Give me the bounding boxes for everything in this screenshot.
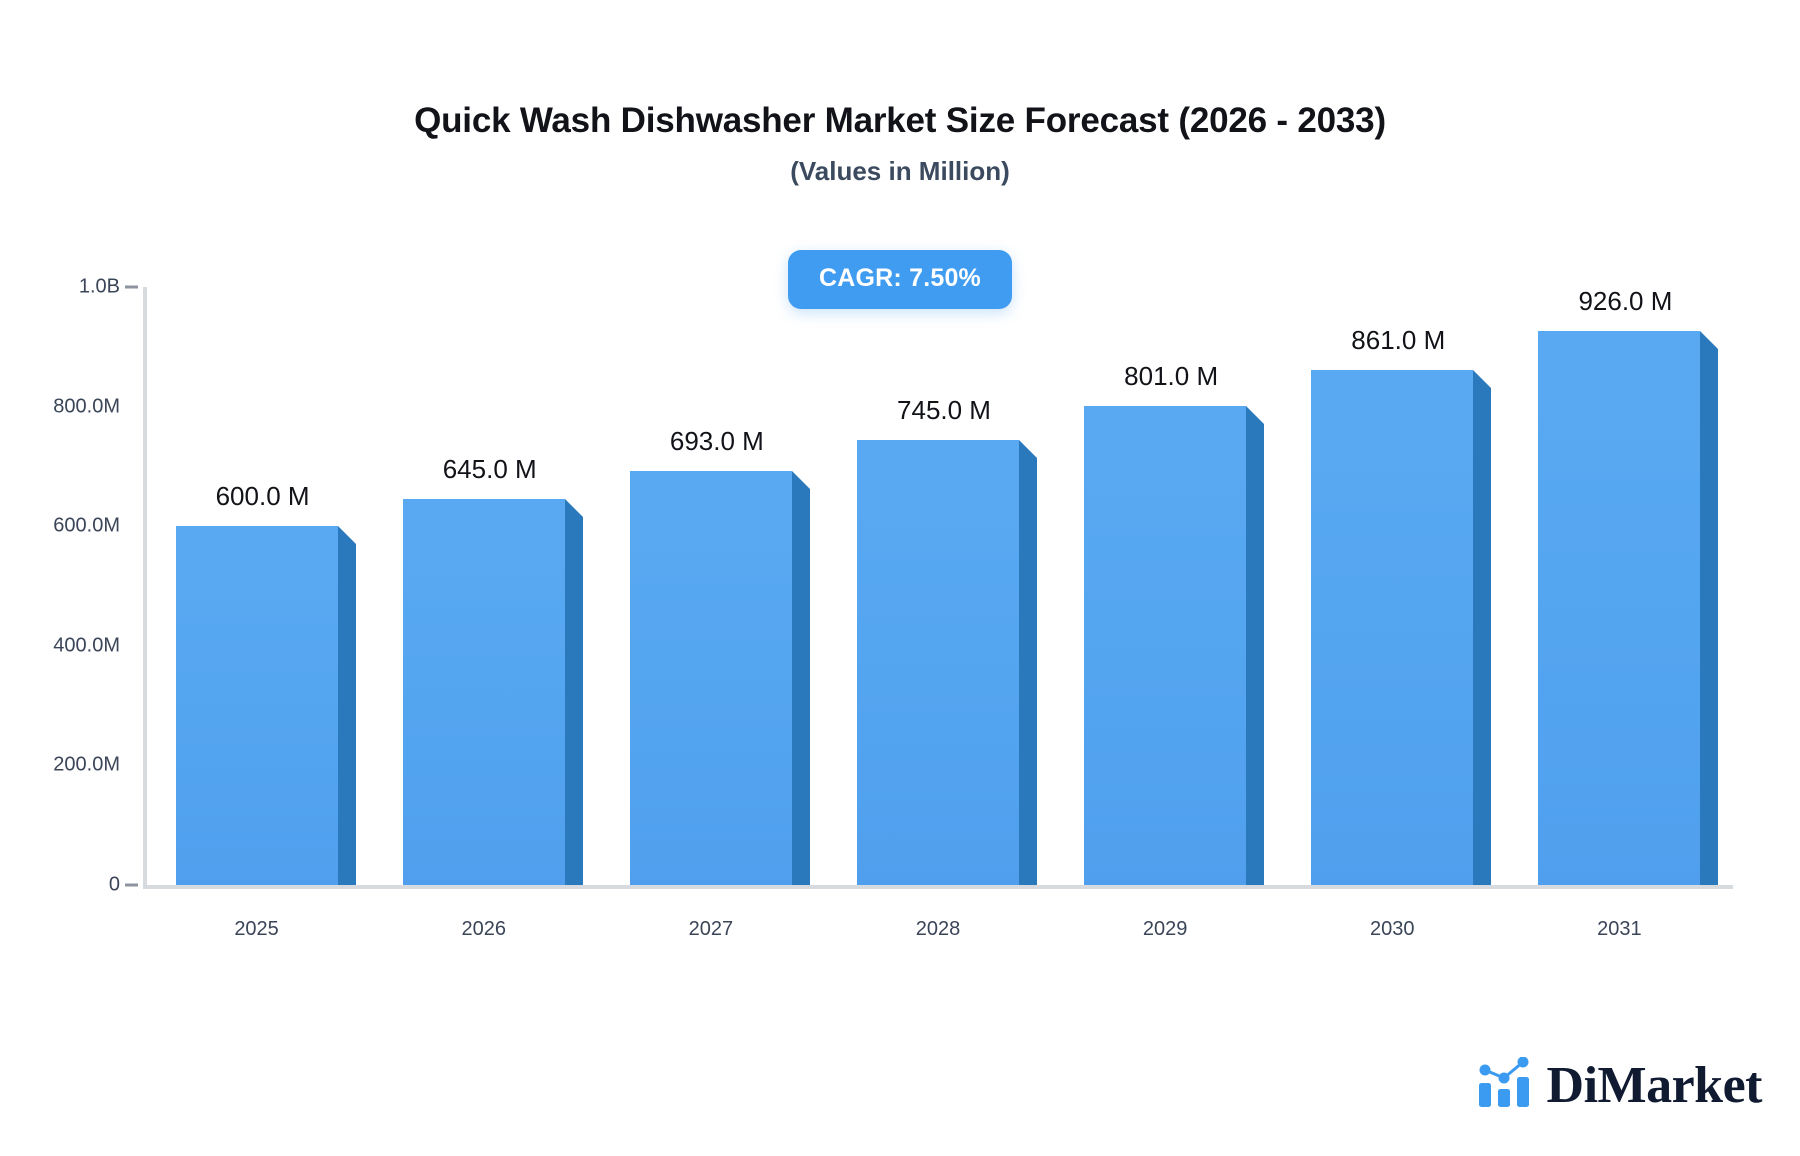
x-axis-tick-label: 2026 (461, 918, 506, 940)
bar-top-bevel (564, 499, 583, 518)
bar-side-face (337, 544, 356, 885)
y-axis-tick-mark (125, 285, 138, 289)
chart-title: Quick Wash Dishwasher Market Size Foreca… (414, 101, 1386, 140)
bar-top-bevel (1700, 331, 1719, 350)
bar-value-label: 926.0 M (1578, 286, 1673, 317)
x-axis-line (143, 885, 1733, 889)
bar-top-bevel (1019, 439, 1037, 458)
logo-wordmark: DiMarket (1546, 1056, 1763, 1114)
chart-header: Quick Wash Dishwasher Market Size Foreca… (0, 101, 1800, 186)
x-axis-tick-label: 2028 (915, 918, 961, 940)
bar-side-face (1473, 388, 1492, 885)
bar-value-label: 861.0 M (1351, 325, 1446, 356)
bar-side-face (564, 517, 583, 885)
bar-value-label: 693.0 M (669, 425, 764, 456)
y-axis-tick-label: 1.0B (78, 275, 120, 298)
bar-front-face (1311, 370, 1474, 885)
cagr-badge: CAGR: 7.50% (788, 250, 1012, 309)
bar-front-face (857, 439, 1019, 885)
y-axis-tick-label: 400.0M (53, 634, 120, 657)
bar (629, 470, 810, 885)
bar-value-label: 801.0 M (1124, 361, 1219, 392)
bar-value-label: 600.0 M (215, 481, 310, 512)
x-axis-tick-label: 2027 (688, 918, 734, 940)
plot-area: 600.0 M 645.0 M 693.0 M 745.0 M 801.0 M 861.0… (143, 286, 1733, 889)
x-axis-tick-label: 2031 (1597, 918, 1642, 940)
bar-front-face (175, 526, 338, 885)
bar-side-face (1246, 424, 1265, 885)
y-axis-tick-mark (125, 883, 138, 887)
x-axis-tick-label: 2025 (234, 918, 279, 940)
bar-front-face (1538, 331, 1701, 885)
bar-front-face (402, 499, 565, 885)
y-axis-line (143, 287, 147, 885)
bar (1538, 331, 1719, 885)
bar (857, 439, 1037, 885)
bar (1311, 370, 1492, 885)
bar-value-label: 745.0 M (897, 394, 991, 425)
bar-value-label: 645.0 M (442, 454, 537, 485)
y-axis-tick-label: 800.0M (53, 395, 120, 418)
bar-side-face (1700, 349, 1719, 885)
bar (1084, 406, 1265, 885)
bar-chart-icon (1477, 1056, 1533, 1114)
bar (175, 526, 356, 885)
bar-front-face (629, 470, 792, 885)
brand-logo: DiMarket (1477, 1056, 1763, 1114)
bar-top-bevel (1473, 370, 1492, 389)
bar-top-bevel (337, 526, 356, 545)
bar-top-bevel (1246, 406, 1265, 425)
x-axis-tick-label: 2030 (1370, 918, 1415, 940)
bar (402, 499, 583, 885)
y-axis-tick-label: 200.0M (53, 753, 120, 776)
x-axis-tick-label: 2029 (1142, 918, 1188, 940)
bar-side-face (791, 488, 810, 885)
bar-front-face (1084, 406, 1247, 885)
bar-side-face (1019, 457, 1037, 885)
y-axis-tick-label: 600.0M (53, 514, 120, 537)
bar-top-bevel (791, 470, 810, 489)
y-axis-tick-label: 0 (108, 873, 120, 896)
chart-subtitle: (Values in Million) (790, 155, 1010, 186)
